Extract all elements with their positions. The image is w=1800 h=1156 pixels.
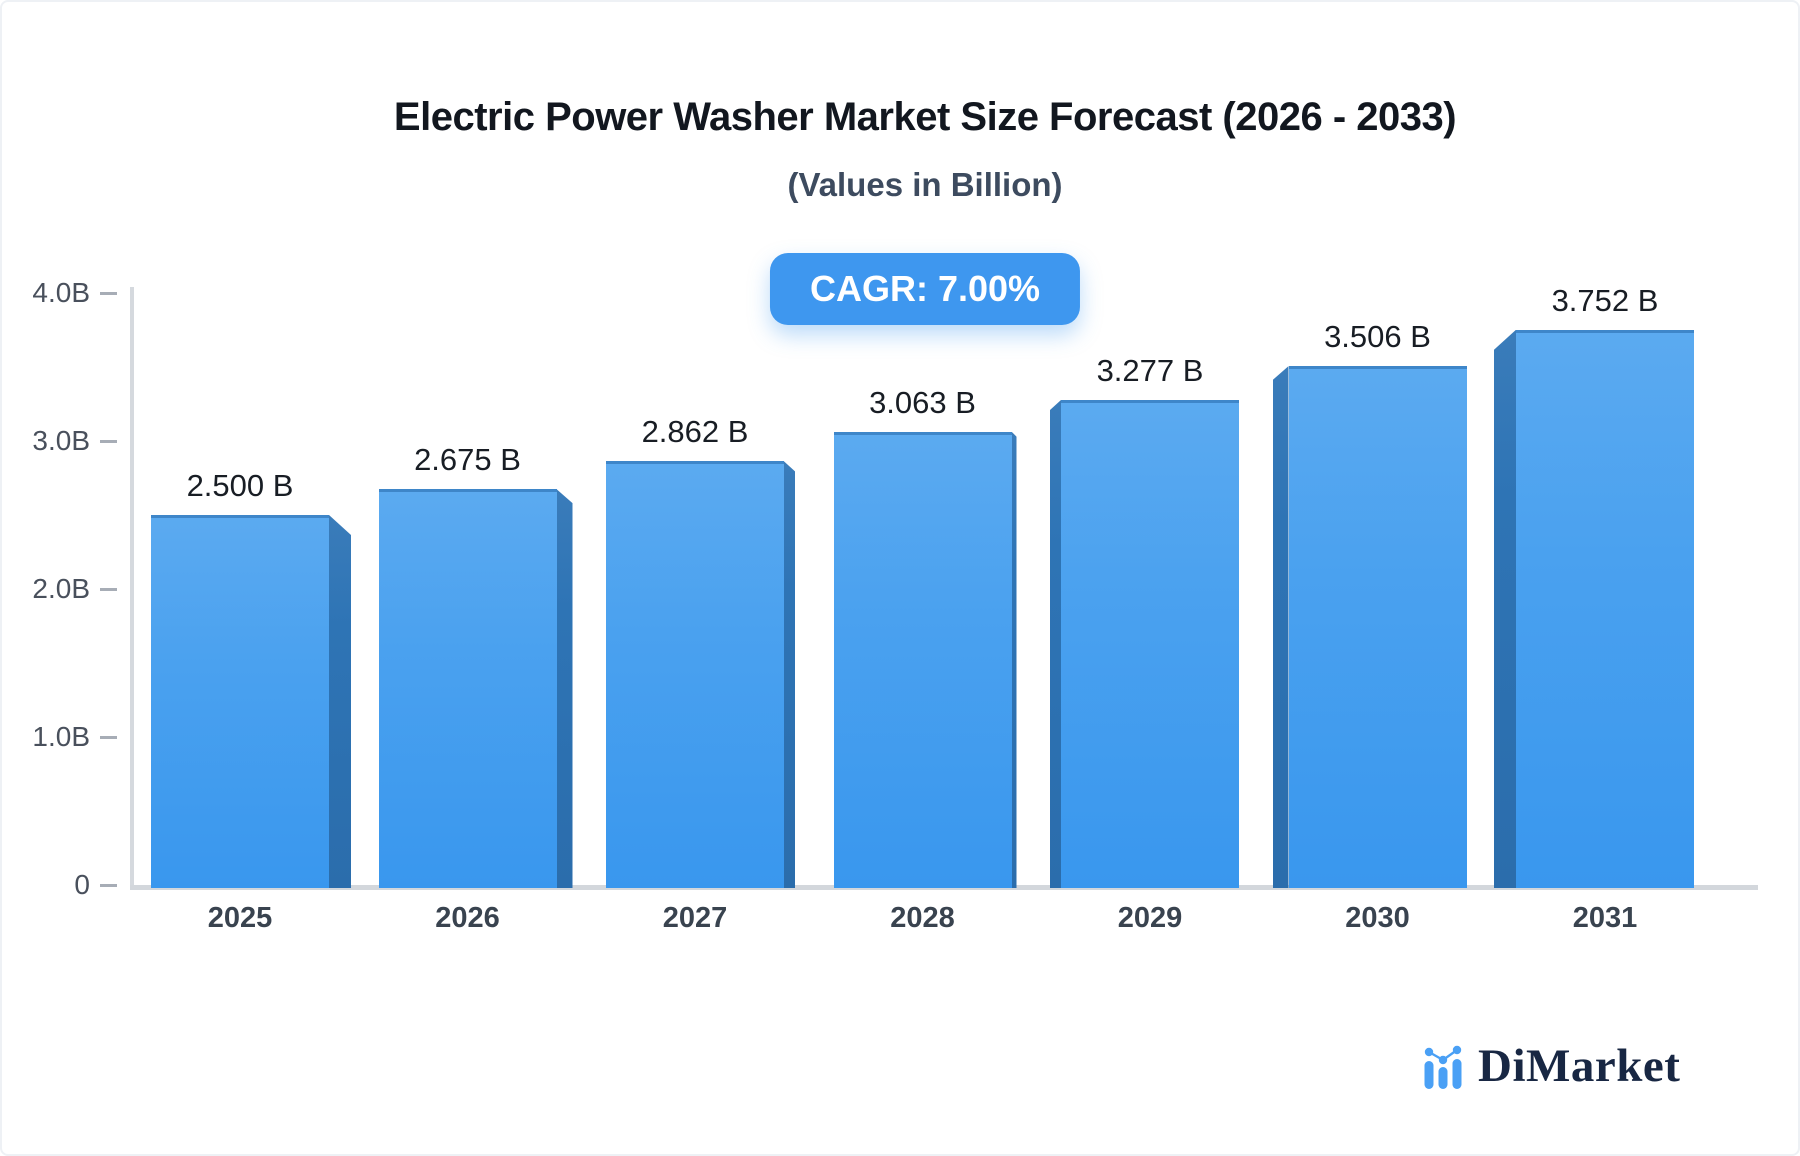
x-tick-label: 2027 (662, 902, 728, 934)
y-tick-dash (100, 292, 117, 295)
bar-value-label: 2.862 B (641, 414, 749, 450)
bar-value-label: 3.752 B (1551, 282, 1659, 318)
x-tick-label: 2031 (1572, 902, 1638, 934)
bar-value-label: 3.063 B (869, 384, 976, 420)
brand-name: DiMarket (1478, 1040, 1681, 1092)
x-tick-label: 2028 (890, 902, 955, 934)
x-tick-label: 2029 (1117, 902, 1183, 934)
bar-side-2026 (556, 489, 573, 888)
bar-value-label: 3.277 B (1096, 353, 1204, 388)
bar-2029[interactable] (1061, 400, 1239, 888)
bar-2028[interactable] (833, 431, 1012, 888)
bar-2026[interactable] (378, 489, 557, 888)
bar-2030[interactable] (1288, 366, 1467, 888)
y-tick-label: 4.0B (32, 277, 90, 308)
bar-side-2031 (1494, 329, 1516, 888)
bar-2031[interactable] (1516, 329, 1694, 888)
y-tick-label: 1.0B (32, 721, 90, 752)
y-tick-dash (100, 588, 117, 591)
bar-value-label: 3.506 B (1324, 319, 1431, 355)
bar-side-2025 (329, 515, 351, 888)
bar-side-2027 (784, 461, 795, 888)
chart-title: Electric Power Washer Market Size Foreca… (393, 95, 1457, 139)
y-tick-dash (100, 736, 117, 739)
cagr-badge-label: CAGR: 7.00% (809, 268, 1041, 309)
bar-side-2028 (1011, 431, 1017, 888)
y-tick-dash (100, 440, 117, 443)
bar-chart-logo-icon (1424, 1045, 1462, 1089)
x-tick-label: 2030 (1345, 902, 1410, 934)
y-tick-dash (100, 884, 117, 887)
y-tick-label: 3.0B (32, 425, 90, 456)
bar-2025[interactable] (151, 515, 329, 888)
bar-2027[interactable] (606, 461, 784, 888)
cagr-badge: CAGR: 7.00% (769, 253, 1081, 325)
bar-value-label: 2.500 B (186, 468, 294, 503)
y-axis-line (130, 287, 134, 889)
bar-value-label: 2.675 B (414, 442, 521, 478)
y-tick-label: 2.0B (32, 573, 90, 604)
x-tick-label: 2026 (435, 902, 500, 934)
x-tick-label: 2025 (207, 902, 273, 934)
bar-side-2030 (1272, 366, 1289, 888)
bar-side-2029 (1050, 400, 1061, 888)
y-tick-label: 0 (74, 869, 90, 900)
chart-subtitle: (Values in Billion) (787, 166, 1063, 203)
brand-logo[interactable]: DiMarket (1422, 1038, 1680, 1094)
